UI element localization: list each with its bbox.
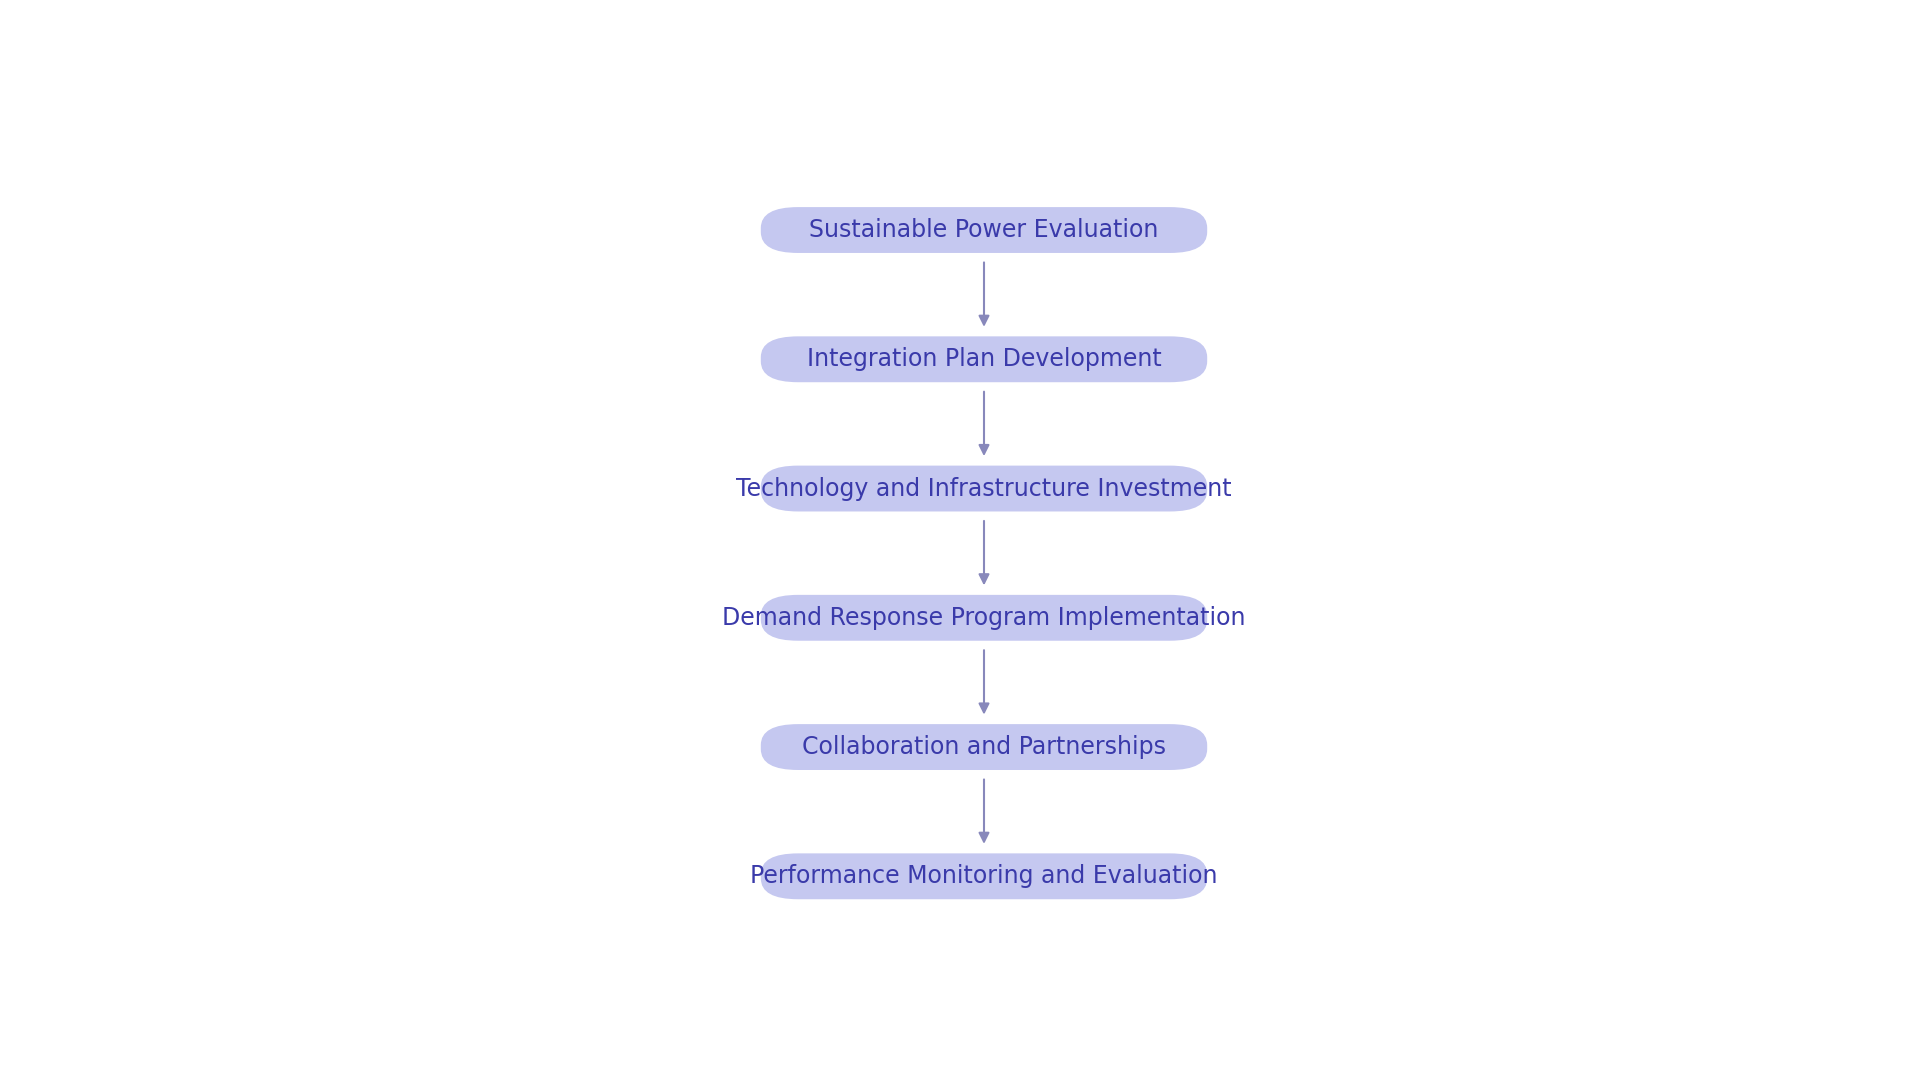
FancyBboxPatch shape [760, 853, 1208, 899]
FancyBboxPatch shape [760, 207, 1208, 253]
FancyBboxPatch shape [760, 466, 1208, 511]
Text: Collaboration and Partnerships: Collaboration and Partnerships [803, 735, 1165, 759]
Text: Sustainable Power Evaluation: Sustainable Power Evaluation [810, 218, 1158, 242]
FancyBboxPatch shape [760, 725, 1208, 770]
FancyBboxPatch shape [760, 595, 1208, 641]
Text: Technology and Infrastructure Investment: Technology and Infrastructure Investment [735, 477, 1233, 500]
FancyBboxPatch shape [760, 337, 1208, 382]
Text: Demand Response Program Implementation: Demand Response Program Implementation [722, 605, 1246, 630]
Text: Performance Monitoring and Evaluation: Performance Monitoring and Evaluation [751, 864, 1217, 888]
Text: Integration Plan Development: Integration Plan Development [806, 348, 1162, 371]
